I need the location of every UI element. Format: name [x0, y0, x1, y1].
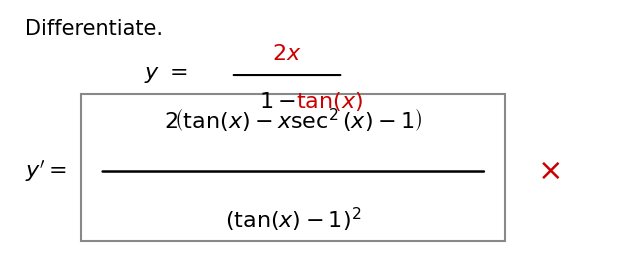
FancyBboxPatch shape: [81, 94, 505, 241]
Text: $1 - $: $1 - $: [259, 92, 296, 112]
Text: $\left(\tan(x) - 1\right)^2$: $\left(\tan(x) - 1\right)^2$: [225, 206, 361, 234]
Text: $\times$: $\times$: [537, 157, 561, 186]
Text: $2\!\left(\tan(x) - x\sec^2(x) - 1\right)$: $2\!\left(\tan(x) - x\sec^2(x) - 1\right…: [164, 107, 422, 135]
Text: $\mathit{2x}$: $\mathit{2x}$: [272, 44, 302, 64]
Text: $y\ =$: $y\ =$: [144, 65, 187, 85]
Text: $\mathrm{tan}(x)$: $\mathrm{tan}(x)$: [296, 90, 363, 113]
Text: Differentiate.: Differentiate.: [25, 19, 163, 39]
Text: $y' =$: $y' =$: [25, 159, 67, 184]
